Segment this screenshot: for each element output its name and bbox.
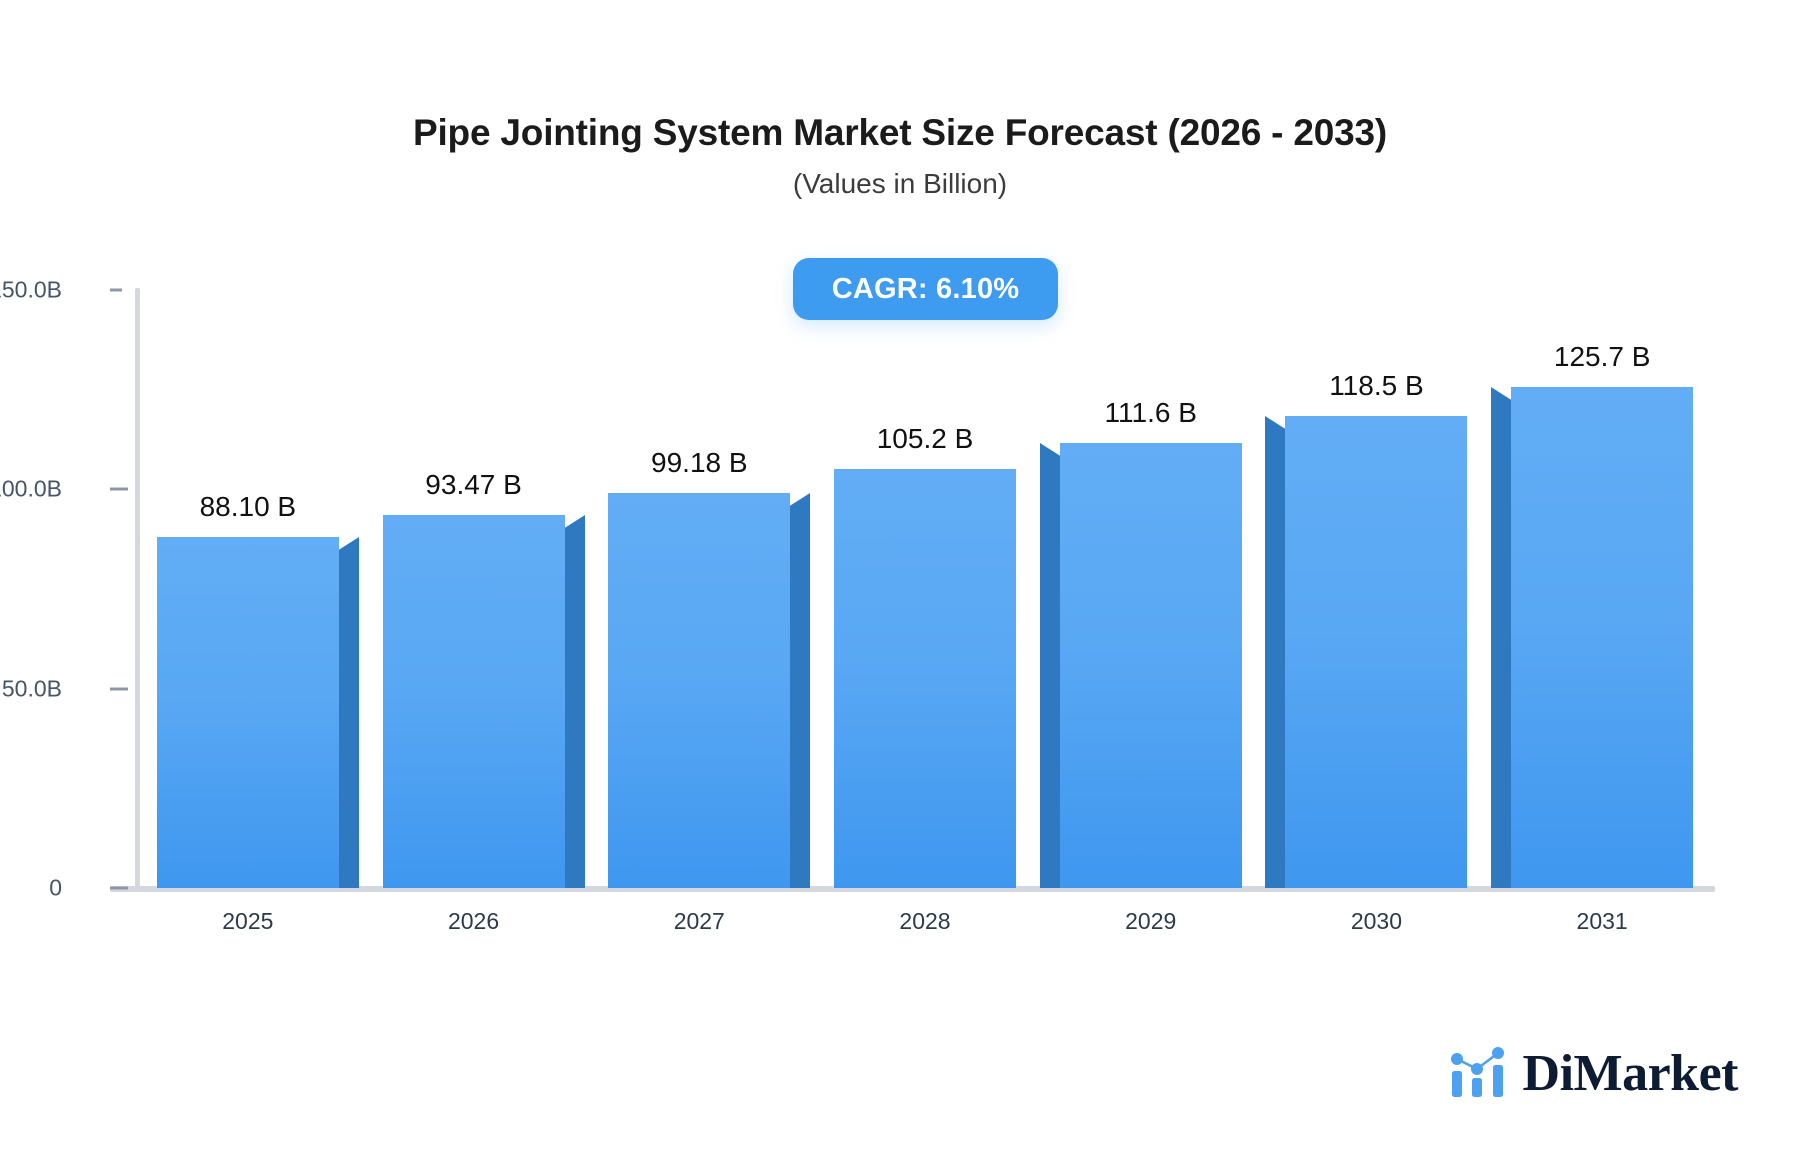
bar-value-label: 88.10 B	[199, 490, 297, 522]
chart-subtitle: (Values in Billion)	[792, 168, 1008, 199]
brand-logo: DiMarket	[1447, 1043, 1739, 1104]
bar-2026[interactable]: 93.47 B	[382, 469, 585, 888]
bar-side-face	[1265, 429, 1288, 888]
y-axis-tick-mark	[110, 487, 128, 491]
x-axis-tick-label-2029: 2029	[1125, 908, 1177, 934]
y-axis-tick-mark	[110, 886, 128, 890]
y-axis-tick-mark	[110, 687, 128, 691]
y-axis-tick-mark	[110, 288, 122, 292]
bar-side-face	[788, 506, 811, 888]
y-axis-line	[135, 288, 140, 888]
y-axis-tick-label: 150.0B	[0, 276, 62, 303]
cagr-badge-label: CAGR: 6.10%	[831, 272, 1020, 305]
x-axis-tick-label-2031: 2031	[1576, 908, 1628, 934]
bar-value-label: 111.6 B	[1104, 397, 1197, 429]
bar-2027[interactable]: 99.18 B	[608, 447, 811, 888]
bar-value-label: 99.18 B	[651, 446, 748, 478]
brand-name: DiMarket	[1522, 1044, 1739, 1102]
bar-value-label: 118.5 B	[1329, 369, 1424, 401]
bar-value-label: 125.7 B	[1553, 340, 1651, 372]
bar-2031[interactable]: 125.7 B	[1491, 341, 1694, 888]
bar-front-face	[1285, 415, 1468, 888]
x-axis-tick-label-2027: 2027	[673, 908, 725, 934]
bar-value-label: 93.47 B	[425, 469, 522, 501]
bar-front-face	[834, 468, 1016, 888]
bar-2029[interactable]: 111.6 B	[1039, 397, 1242, 888]
bar-side-face	[562, 529, 585, 888]
bar-front-face	[1511, 386, 1694, 888]
bar-chart-logo-icon	[1447, 1043, 1509, 1104]
x-axis-tick-label-2025: 2025	[222, 908, 274, 934]
bar-value-label: 105.2 B	[876, 422, 974, 454]
x-axis-line	[110, 886, 1715, 892]
bar-front-face	[382, 515, 565, 888]
y-axis-tick-label: 50.0B	[1, 675, 62, 702]
cagr-badge: CAGR: 6.10%	[793, 258, 1058, 320]
bar-front-face	[608, 492, 791, 888]
bar-side-face	[1491, 400, 1514, 888]
x-axis-tick-label-2030: 2030	[1350, 908, 1402, 934]
bar-2030[interactable]: 118.5 B	[1265, 370, 1468, 888]
plot-area: 88.10 B 93.47 B 99.18 B 105.2 B 111.6 B 118.5…	[135, 290, 1715, 888]
bar-2028[interactable]: 105.2 B	[834, 423, 1016, 888]
bar-front-face	[156, 536, 339, 888]
y-axis-tick-label: 100.0B	[0, 475, 62, 502]
x-axis-tick-label-2026: 2026	[447, 908, 500, 934]
bar-front-face	[1059, 443, 1242, 888]
bar-side-face	[336, 550, 359, 888]
bar-2025[interactable]: 88.10 B	[156, 491, 359, 888]
y-axis-tick-label: 0	[49, 874, 62, 901]
bar-side-face	[1039, 457, 1062, 888]
x-axis-tick-label-2028: 2028	[899, 908, 951, 934]
page-title: Pipe Jointing System Market Size Forecas…	[413, 112, 1387, 153]
